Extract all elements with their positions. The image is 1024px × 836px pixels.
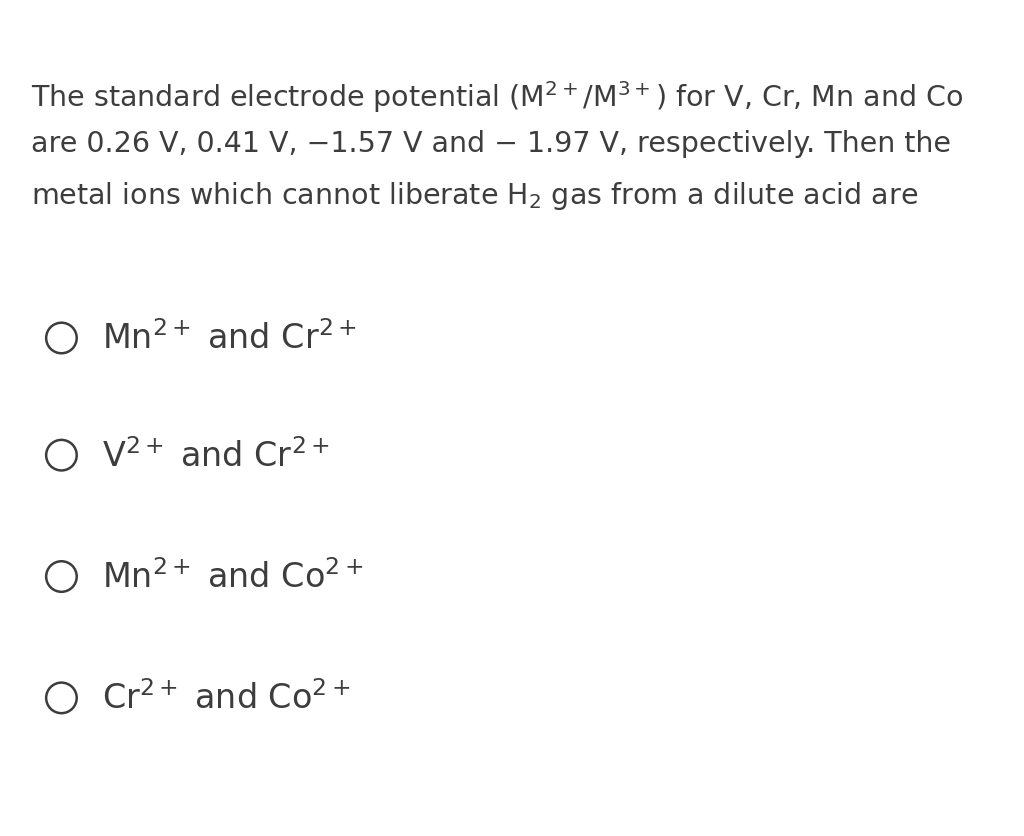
Text: V$^{2+}$ and Cr$^{2+}$: V$^{2+}$ and Cr$^{2+}$ [102,438,330,473]
Text: The standard electrode potential (M$^{2+}$/M$^{3+}$) for V, Cr, Mn and Co: The standard electrode potential (M$^{2+… [31,79,963,115]
Text: metal ions which cannot liberate H$_2$ gas from a dilute acid are: metal ions which cannot liberate H$_2$ g… [31,180,918,212]
Text: Cr$^{2+}$ and Co$^{2+}$: Cr$^{2+}$ and Co$^{2+}$ [102,681,351,716]
Text: are 0.26 V, 0.41 V, −1.57 V and − 1.97 V, respectively. Then the: are 0.26 V, 0.41 V, −1.57 V and − 1.97 V… [31,130,950,157]
Text: Mn$^{2+}$ and Cr$^{2+}$: Mn$^{2+}$ and Cr$^{2+}$ [102,321,357,356]
Text: Mn$^{2+}$ and Co$^{2+}$: Mn$^{2+}$ and Co$^{2+}$ [102,559,364,594]
